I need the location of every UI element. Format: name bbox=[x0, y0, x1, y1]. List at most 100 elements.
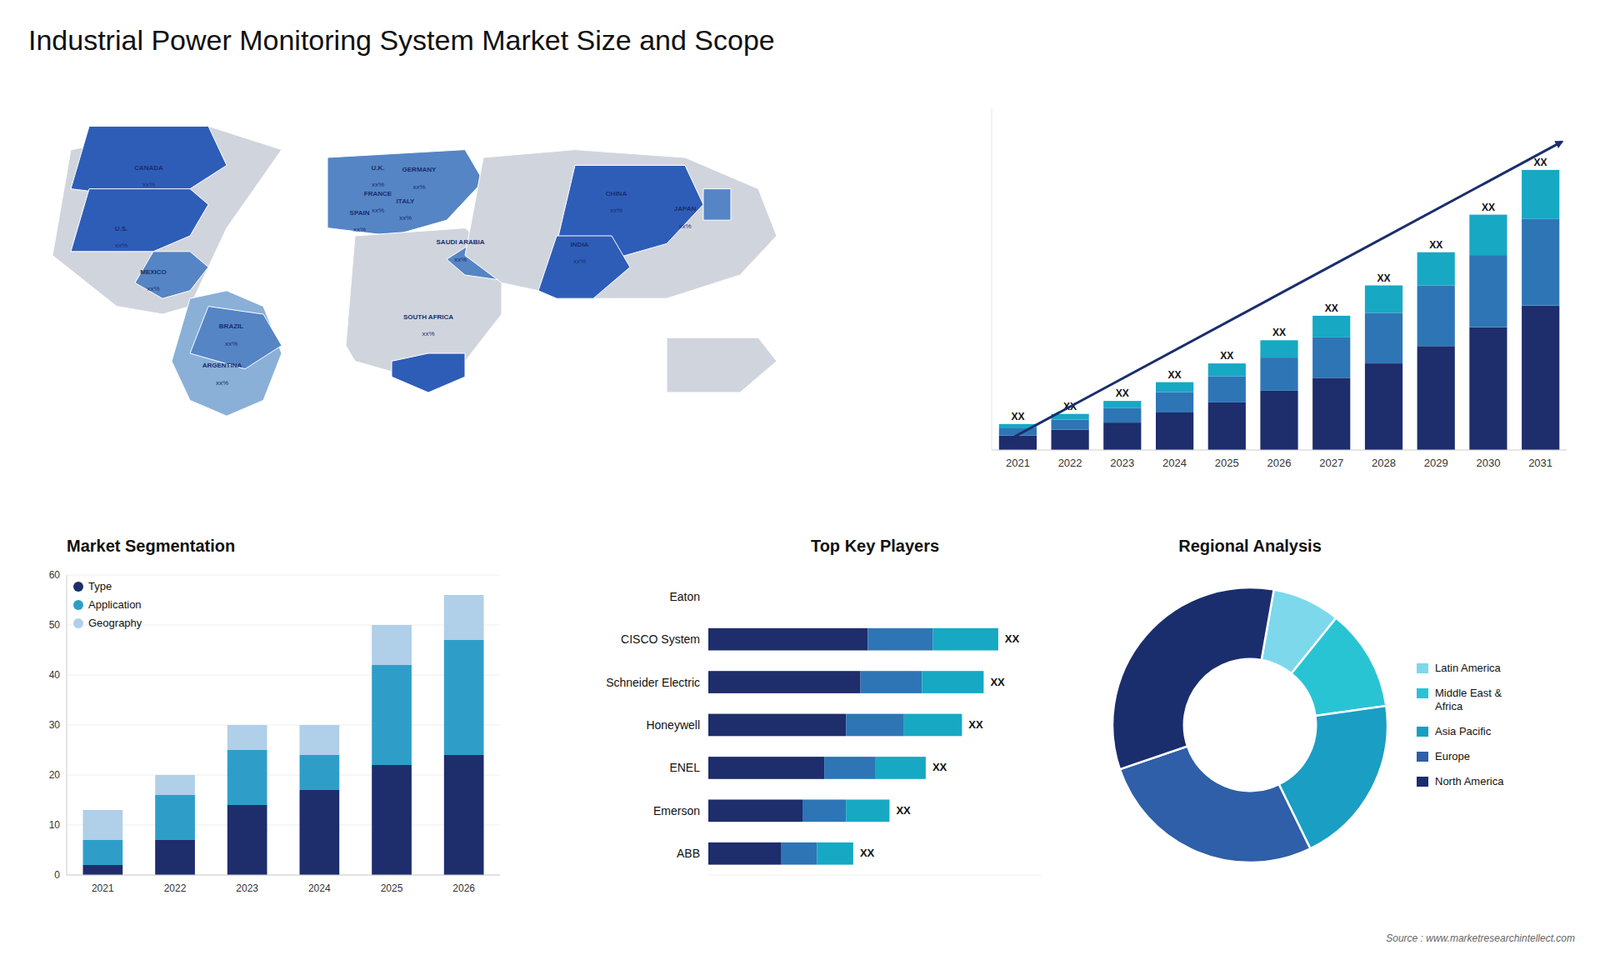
bar-segment bbox=[922, 670, 985, 694]
map-label: U.S. bbox=[115, 225, 129, 233]
bar-segment bbox=[371, 625, 412, 665]
map-label: CANADA bbox=[134, 164, 164, 172]
legend: Type Application Geography bbox=[73, 580, 143, 630]
tick-label: Eaton bbox=[669, 590, 700, 604]
bar-segment bbox=[1208, 363, 1246, 377]
tick-label: Honeywell bbox=[645, 718, 700, 732]
country bbox=[327, 150, 484, 236]
legend-label: Type bbox=[88, 580, 112, 593]
bar-segment bbox=[1365, 363, 1403, 450]
country bbox=[135, 251, 209, 299]
tick-label: 2024 bbox=[308, 882, 331, 895]
tick-label: 2025 bbox=[380, 882, 404, 895]
country bbox=[556, 165, 704, 260]
chart-title: Regional Analysis bbox=[1178, 536, 1322, 555]
legend-label: Asia Pacific bbox=[1435, 725, 1492, 738]
bar-segment bbox=[1312, 337, 1350, 379]
bar-segment bbox=[83, 865, 124, 875]
slice bbox=[1291, 617, 1387, 716]
tick-label: 0 bbox=[54, 869, 60, 881]
chart-title: Top Key Players bbox=[810, 536, 940, 555]
bar-segment bbox=[155, 795, 195, 840]
map-label: MEXICO bbox=[140, 268, 167, 276]
tick-label: 2031 bbox=[1528, 456, 1553, 470]
tick-label: 2030 bbox=[1475, 456, 1500, 470]
map-label: U.K. bbox=[371, 164, 385, 172]
data-label: XX bbox=[1010, 410, 1025, 423]
bar-segment bbox=[780, 842, 818, 865]
data-label: XX bbox=[990, 675, 1005, 689]
tick-label: 2023 bbox=[1110, 456, 1135, 470]
tick-label: 2023 bbox=[235, 882, 259, 895]
tick-label: Schneider Electric bbox=[605, 675, 700, 690]
tick-label: 2025 bbox=[1215, 456, 1240, 470]
bar-segment bbox=[708, 714, 846, 737]
grid-line bbox=[66, 775, 500, 776]
bar-segment bbox=[444, 640, 485, 755]
data-label: XX bbox=[1005, 632, 1020, 645]
data-label: XX bbox=[1220, 350, 1234, 362]
map-label: CHINA bbox=[605, 190, 628, 198]
map-label: SOUTH AFRICA bbox=[403, 313, 454, 321]
map-label: GERMANY bbox=[402, 165, 438, 174]
grid-line bbox=[66, 725, 500, 726]
bar-segment bbox=[1260, 390, 1298, 450]
legend-label: Application bbox=[88, 598, 142, 611]
legend-label: Geography bbox=[88, 616, 143, 630]
bar-segment bbox=[860, 670, 923, 694]
map-label: JAPAN bbox=[674, 205, 697, 213]
legend-marker bbox=[73, 581, 84, 592]
data-label: XX bbox=[1167, 369, 1181, 381]
data-label: XX bbox=[895, 804, 911, 817]
map: U.S.xx%CANADAxx%MEXICOxx%BRAZILxx%ARGENT… bbox=[52, 125, 777, 416]
data-label: XX bbox=[860, 846, 875, 860]
bar-segment bbox=[1155, 412, 1194, 450]
bar-segment bbox=[875, 756, 926, 780]
bar-segment bbox=[1312, 377, 1350, 450]
legend-label: Europe bbox=[1435, 750, 1470, 763]
grid-line bbox=[66, 875, 500, 876]
map-value: xx% bbox=[115, 241, 128, 250]
country bbox=[171, 290, 282, 416]
country bbox=[190, 306, 282, 370]
grid-line bbox=[66, 575, 500, 576]
legend-label: Latin America bbox=[1435, 661, 1502, 675]
tick-label: 50 bbox=[49, 619, 61, 631]
bar-segment bbox=[708, 756, 825, 780]
data-label: XX bbox=[1115, 387, 1130, 400]
tick-label: 2024 bbox=[1162, 456, 1187, 470]
map-value: xx% bbox=[146, 285, 160, 293]
bar-segment bbox=[1469, 327, 1507, 450]
tick-label: 10 bbox=[49, 819, 61, 831]
bar-segment bbox=[1260, 357, 1298, 391]
legend-line: Europe bbox=[1435, 750, 1470, 763]
tick-label: 60 bbox=[49, 569, 61, 581]
bar-segment bbox=[1417, 252, 1455, 286]
map-label: BRAZIL bbox=[219, 322, 244, 330]
tick-label: 2029 bbox=[1424, 456, 1449, 470]
legend-swatch bbox=[1416, 726, 1429, 737]
data-label: XX bbox=[1376, 272, 1390, 285]
map-value: xx% bbox=[142, 180, 155, 189]
bar-segment bbox=[83, 810, 124, 840]
data-label: XX bbox=[1481, 201, 1495, 214]
legend-line: North America bbox=[1435, 775, 1505, 788]
map-value: xx% bbox=[678, 222, 691, 230]
legend-swatch bbox=[1416, 751, 1429, 762]
map-value: xx% bbox=[610, 206, 623, 215]
background bbox=[0, 0, 1600, 955]
map-label: ITALY bbox=[396, 197, 415, 205]
legend-label: North America bbox=[1435, 775, 1505, 788]
bar-segment bbox=[904, 714, 963, 737]
tick-label: 2021 bbox=[1005, 456, 1030, 470]
bar-segment bbox=[867, 628, 933, 651]
land bbox=[465, 150, 777, 300]
map-value: xx% bbox=[421, 330, 435, 338]
tick-label: 2026 bbox=[452, 882, 475, 895]
map-value: xx% bbox=[573, 257, 586, 265]
bar-segment bbox=[300, 790, 340, 875]
data-label: XX bbox=[1429, 239, 1443, 251]
bar-segment bbox=[1103, 408, 1141, 423]
bar-segment bbox=[824, 756, 875, 780]
bar-segment bbox=[1051, 420, 1090, 430]
